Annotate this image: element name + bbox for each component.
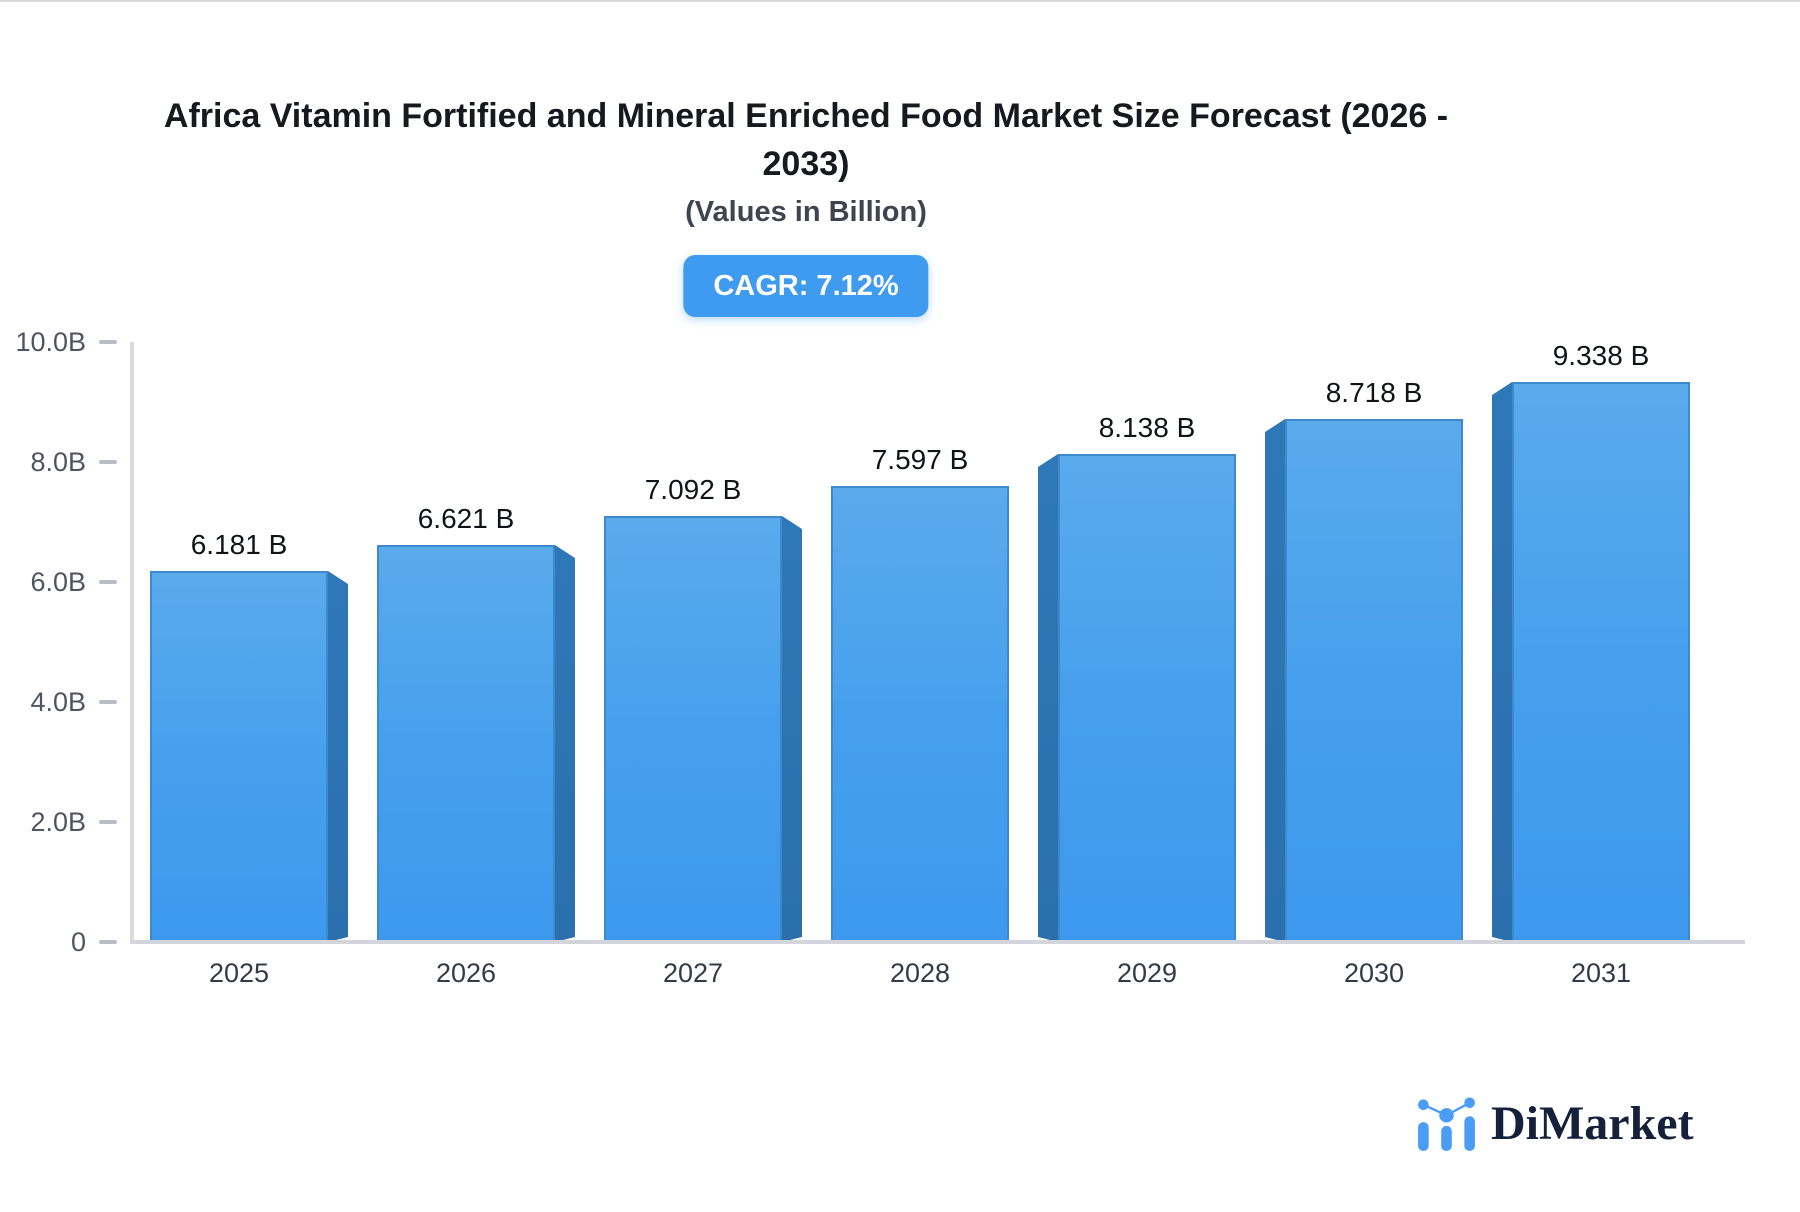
x-tick-label-2029: 2029 bbox=[1116, 958, 1178, 988]
bar-2030-3d-side bbox=[1265, 419, 1285, 942]
bar-2027[interactable] bbox=[604, 516, 782, 942]
brand-name: DiMarket bbox=[1491, 1097, 1694, 1150]
bar-2031-3d-side bbox=[1492, 382, 1512, 942]
bar-2025[interactable] bbox=[150, 571, 328, 942]
y-tick-mark bbox=[99, 940, 117, 944]
bar-2025-3d-side bbox=[328, 571, 348, 942]
bar-2026[interactable] bbox=[377, 545, 555, 942]
bar-2027-3d-side bbox=[782, 516, 802, 942]
y-tick-label-4.0B: 4.0B bbox=[30, 687, 86, 717]
y-axis-line bbox=[130, 342, 134, 944]
y-tick-label-2.0B: 2.0B bbox=[30, 807, 86, 837]
bar-2029[interactable] bbox=[1058, 454, 1236, 942]
bar-2026-3d-side bbox=[555, 545, 575, 942]
y-tick-label-6.0B: 6.0B bbox=[30, 567, 86, 597]
bar-value-label-2031: 9.338 B bbox=[1552, 340, 1650, 371]
bar-2030[interactable] bbox=[1285, 419, 1463, 942]
x-tick-label-2027: 2027 bbox=[662, 958, 724, 988]
bar-value-label-2027: 7.092 B bbox=[644, 474, 742, 505]
top-border bbox=[0, 0, 1800, 2]
cagr-badge: CAGR: 7.12% bbox=[683, 255, 929, 317]
y-tick-mark bbox=[99, 580, 117, 584]
bar-2031[interactable] bbox=[1512, 382, 1690, 942]
bar-value-label-2026: 6.621 B bbox=[417, 503, 515, 534]
bar-value-label-2030: 8.718 B bbox=[1325, 377, 1423, 408]
page-title-line-1: Africa Vitamin Fortified and Mineral Enr… bbox=[163, 97, 1449, 135]
y-tick-mark bbox=[99, 460, 117, 464]
page-title-line-2: 2033) bbox=[762, 145, 850, 183]
x-tick-label-2026: 2026 bbox=[435, 958, 497, 988]
x-tick-label-2025: 2025 bbox=[208, 958, 270, 988]
x-axis-line bbox=[130, 940, 1745, 944]
bar-2028[interactable] bbox=[831, 486, 1009, 942]
brand-logo: DiMarket bbox=[1416, 1094, 1694, 1154]
y-tick-mark bbox=[99, 340, 117, 344]
bar-value-label-2028: 7.597 B bbox=[871, 444, 969, 475]
x-tick-label-2031: 2031 bbox=[1570, 958, 1632, 988]
y-tick-label-0: 0 bbox=[70, 927, 86, 957]
bar-value-label-2029: 8.138 B bbox=[1098, 412, 1196, 443]
bar-2029-3d-side bbox=[1038, 454, 1058, 942]
y-tick-label-10.0B: 10.0B bbox=[15, 327, 86, 357]
y-tick-mark bbox=[99, 700, 117, 704]
y-tick-mark bbox=[99, 820, 117, 824]
bar-line-chart-icon bbox=[1418, 1097, 1475, 1151]
bar-value-label-2025: 6.181 B bbox=[190, 529, 288, 560]
page-title: Africa Vitamin Fortified and Mineral Enr… bbox=[26, 92, 1586, 188]
x-tick-label-2030: 2030 bbox=[1343, 958, 1405, 988]
y-tick-label-8.0B: 8.0B bbox=[30, 447, 86, 477]
x-tick-label-2028: 2028 bbox=[889, 958, 951, 988]
chart-subtitle: (Values in Billion) bbox=[685, 196, 927, 228]
